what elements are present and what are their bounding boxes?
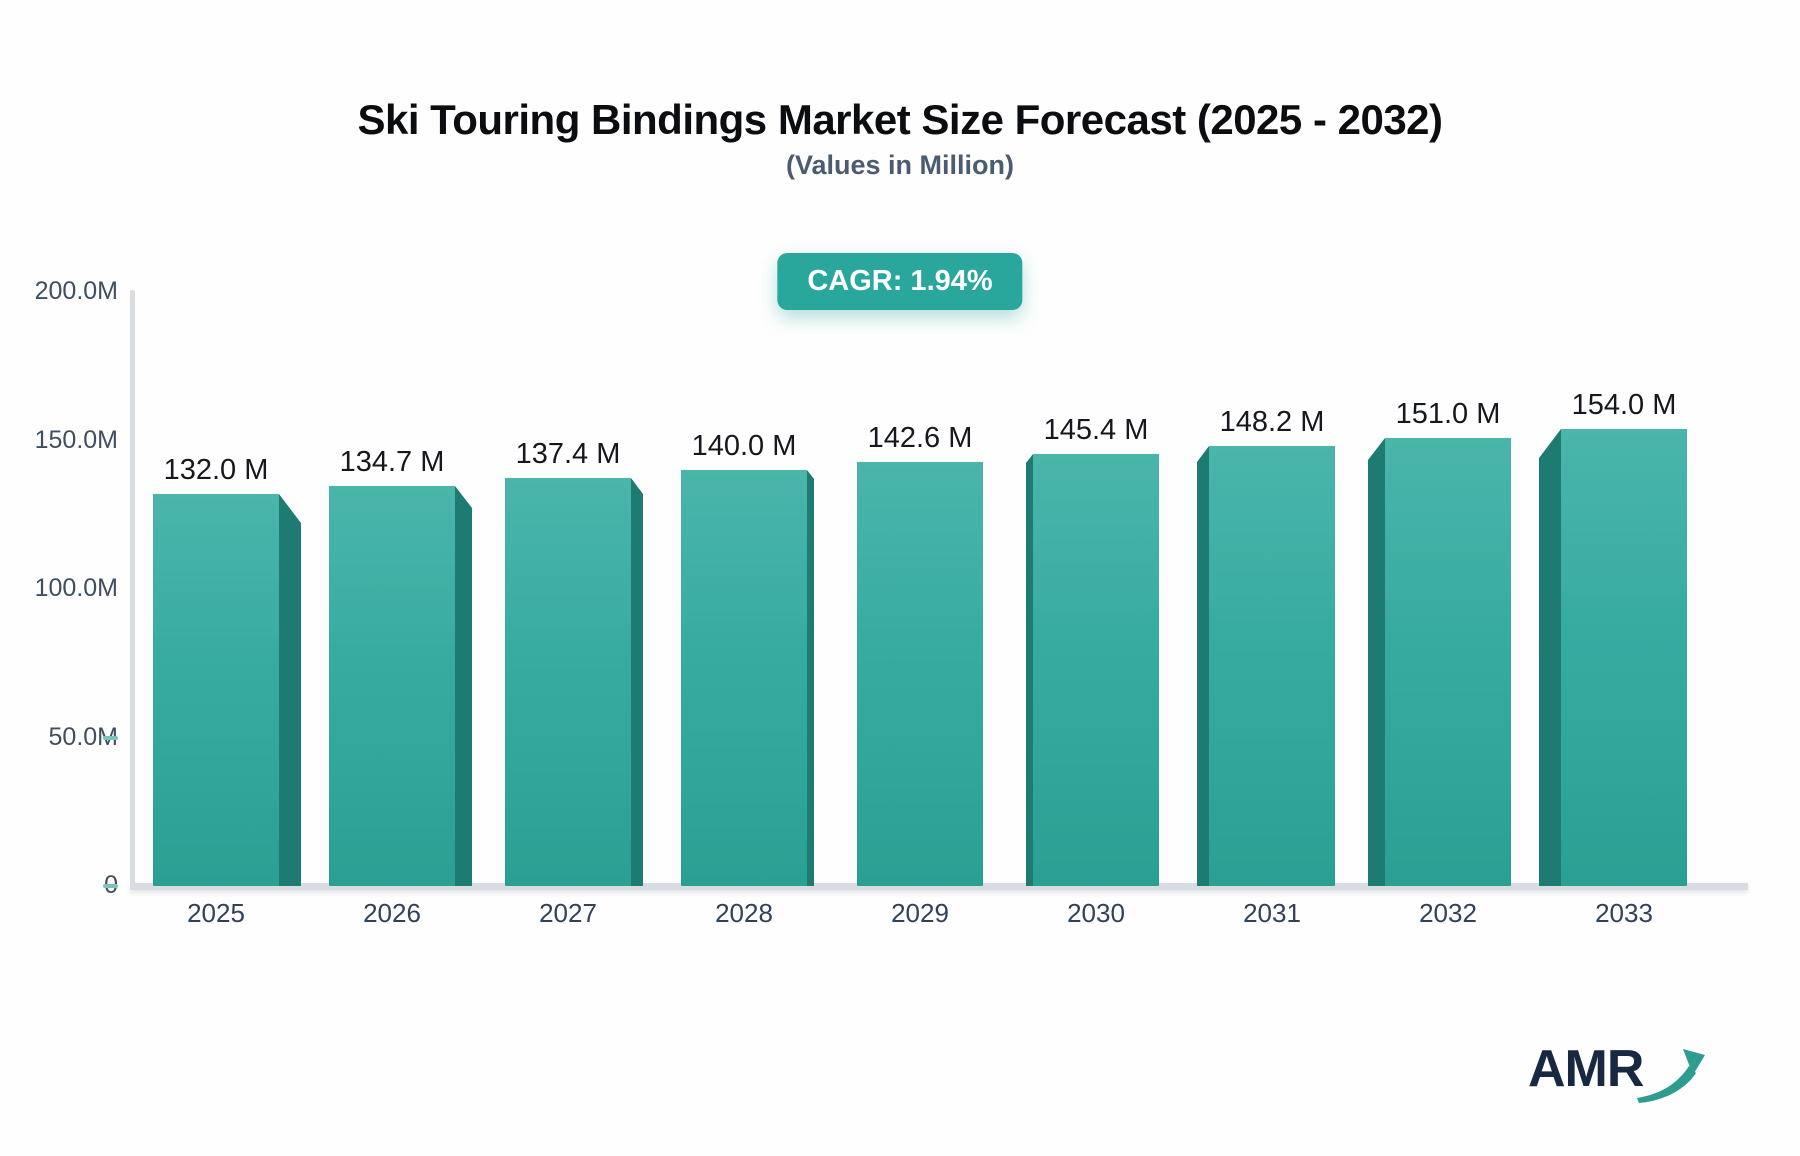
- bar-2032: [1368, 438, 1511, 886]
- x-axis-label: 2029: [891, 898, 949, 928]
- y-axis-label: 0: [0, 873, 118, 898]
- trend-arrow-icon: [1637, 1049, 1706, 1103]
- x-axis-label: 2028: [715, 898, 773, 928]
- bar-value-label: 151.0 M: [1395, 398, 1501, 430]
- bar-face: [1209, 446, 1335, 886]
- bar-side-3d: [1539, 429, 1561, 886]
- chart-title: Ski Touring Bindings Market Size Forecas…: [357, 96, 1443, 143]
- bar-2027: [505, 478, 643, 886]
- bar-2028: [681, 470, 814, 886]
- bar-value-label: 142.6 M: [867, 422, 973, 454]
- chart-subtitle: (Values in Million): [785, 150, 1015, 180]
- bar-face: [681, 470, 807, 886]
- y-axis-label: 100.0M: [34, 574, 118, 602]
- bar-value-label: 137.4 M: [515, 438, 621, 470]
- x-axis-label: 2031: [1243, 898, 1301, 928]
- x-axis-baseline: [130, 883, 1748, 890]
- bar-side-3d: [807, 470, 814, 886]
- bar-face: [153, 494, 279, 886]
- x-axis-label: 2026: [363, 898, 421, 928]
- bar-side-3d: [1197, 446, 1209, 886]
- bar-2033: [1539, 429, 1687, 886]
- bar-value-label: 134.7 M: [339, 446, 445, 478]
- x-axis-label: 2027: [539, 898, 597, 928]
- bar-face: [1385, 438, 1511, 886]
- x-axis-label: 2033: [1595, 898, 1653, 928]
- bar-2031: [1197, 446, 1335, 886]
- bar-value-label: 154.0 M: [1571, 389, 1677, 421]
- bar-side-3d: [455, 486, 472, 886]
- x-axis-label: 2030: [1067, 898, 1125, 928]
- bar-value-label: 145.4 M: [1043, 414, 1149, 446]
- amr-logo-text: AMR: [1528, 1040, 1644, 1098]
- y-axis-label: 200.0M: [34, 277, 118, 305]
- y-axis-tick: [103, 735, 118, 740]
- y-axis-label: 50.0M: [48, 722, 118, 751]
- bar-side-3d: [1368, 438, 1385, 886]
- bar-value-label: 148.2 M: [1219, 406, 1325, 438]
- bar-face: [1033, 454, 1159, 886]
- bar-side-3d: [1026, 454, 1033, 886]
- y-axis-line: [130, 290, 135, 889]
- y-axis-label: 150.0M: [34, 425, 118, 454]
- bar-2025: [153, 494, 301, 886]
- bar-face: [329, 486, 455, 886]
- bar-2030: [1026, 454, 1159, 886]
- y-axis-tick: [103, 884, 118, 888]
- bar-value-label: 140.0 M: [691, 430, 797, 462]
- bar-face: [857, 462, 983, 886]
- bar-2026: [329, 486, 472, 886]
- bar-value-label: 132.0 M: [163, 454, 269, 486]
- cagr-badge: CAGR: 1.94%: [777, 253, 1023, 310]
- bar-2029: [857, 462, 983, 886]
- x-axis-label: 2032: [1419, 898, 1477, 928]
- bar-face: [1561, 429, 1687, 886]
- bar-side-3d: [279, 494, 301, 886]
- amr-logo: AMR: [1528, 1032, 1728, 1116]
- x-axis-label: 2025: [187, 898, 245, 928]
- bar-face: [505, 478, 631, 886]
- bar-side-3d: [631, 478, 643, 886]
